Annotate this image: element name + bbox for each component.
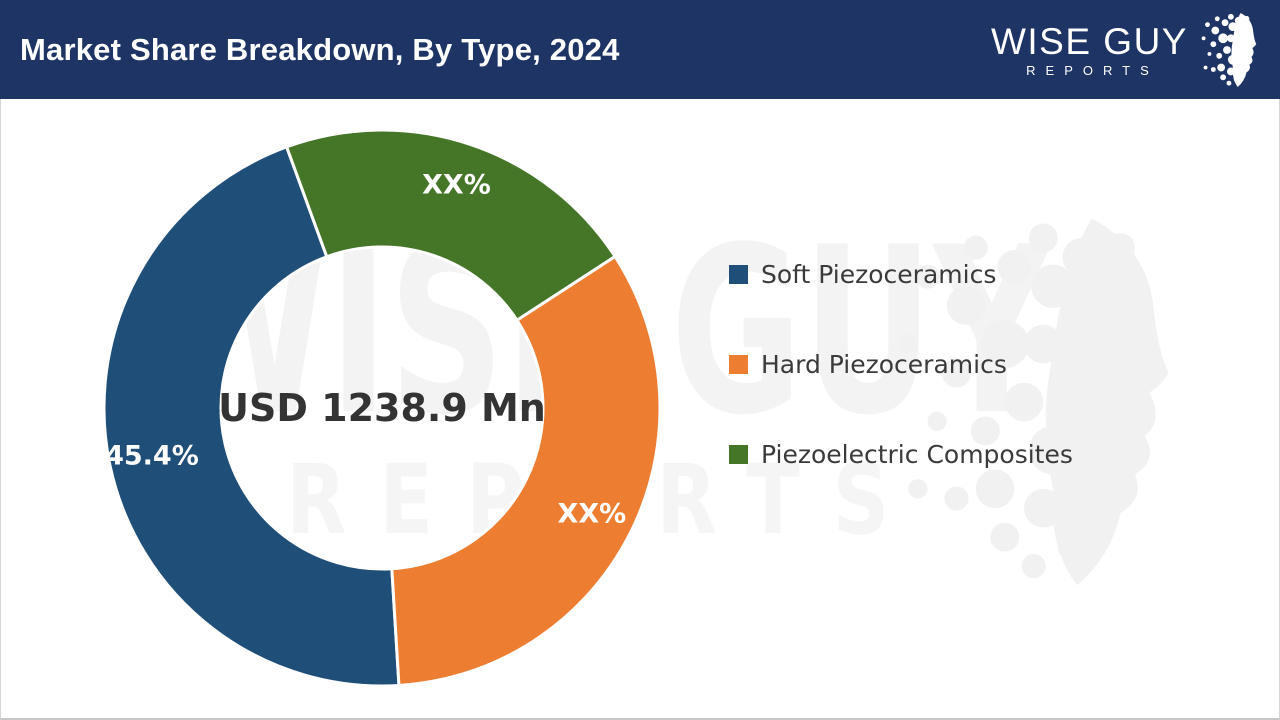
legend-item-hard-piezoceramics: Hard Piezoceramics [729, 319, 1073, 409]
donut-chart [102, 128, 662, 688]
legend-label: Piezoelectric Composites [761, 439, 1073, 469]
donut-segment-soft-piezoceramics [102, 144, 401, 688]
donut-segment-hard-piezoceramics [390, 254, 662, 688]
legend-label: Hard Piezoceramics [761, 349, 1007, 379]
chart-center-value: USD 1238.9 Mn [218, 386, 546, 430]
logo-dots [1201, 13, 1250, 86]
segment-label-hard-piezoceramics: XX% [557, 498, 627, 530]
segment-label-piezoelectric-composites: XX% [422, 169, 491, 201]
header: Market Share Breakdown, By Type, 2024 WI… [0, 0, 1280, 99]
legend-swatch-piezoelectric-composites [729, 444, 748, 464]
legend-item-soft-piezoceramics: Soft Piezoceramics [729, 229, 1073, 319]
chart-area: WISE GUY REPORTS USD 1238.9 Mn 45.4%XX%X… [0, 99, 1280, 720]
logo-wordmark: WISE GUY REPORTS [991, 23, 1188, 77]
logo-subtitle: REPORTS [1026, 62, 1159, 78]
donut-segment-piezoelectric-composites [284, 128, 618, 323]
legend-swatch-soft-piezoceramics [729, 264, 748, 284]
logo-title: WISE GUY [990, 20, 1188, 62]
page-title: Market Share Breakdown, By Type, 2024 [20, 31, 620, 67]
legend-item-piezoelectric-composites: Piezoelectric Composites [729, 409, 1073, 499]
wise-guy-logo: WISE GUY REPORTS [991, 11, 1258, 89]
segment-label-soft-piezoceramics: 45.4% [105, 440, 199, 472]
wise-guy-face-icon [1201, 12, 1257, 87]
legend-swatch-hard-piezoceramics [729, 354, 748, 374]
legend-label: Soft Piezoceramics [761, 259, 997, 289]
chart-legend: Soft Piezoceramics Hard Piezoceramics Piez… [729, 229, 1073, 499]
